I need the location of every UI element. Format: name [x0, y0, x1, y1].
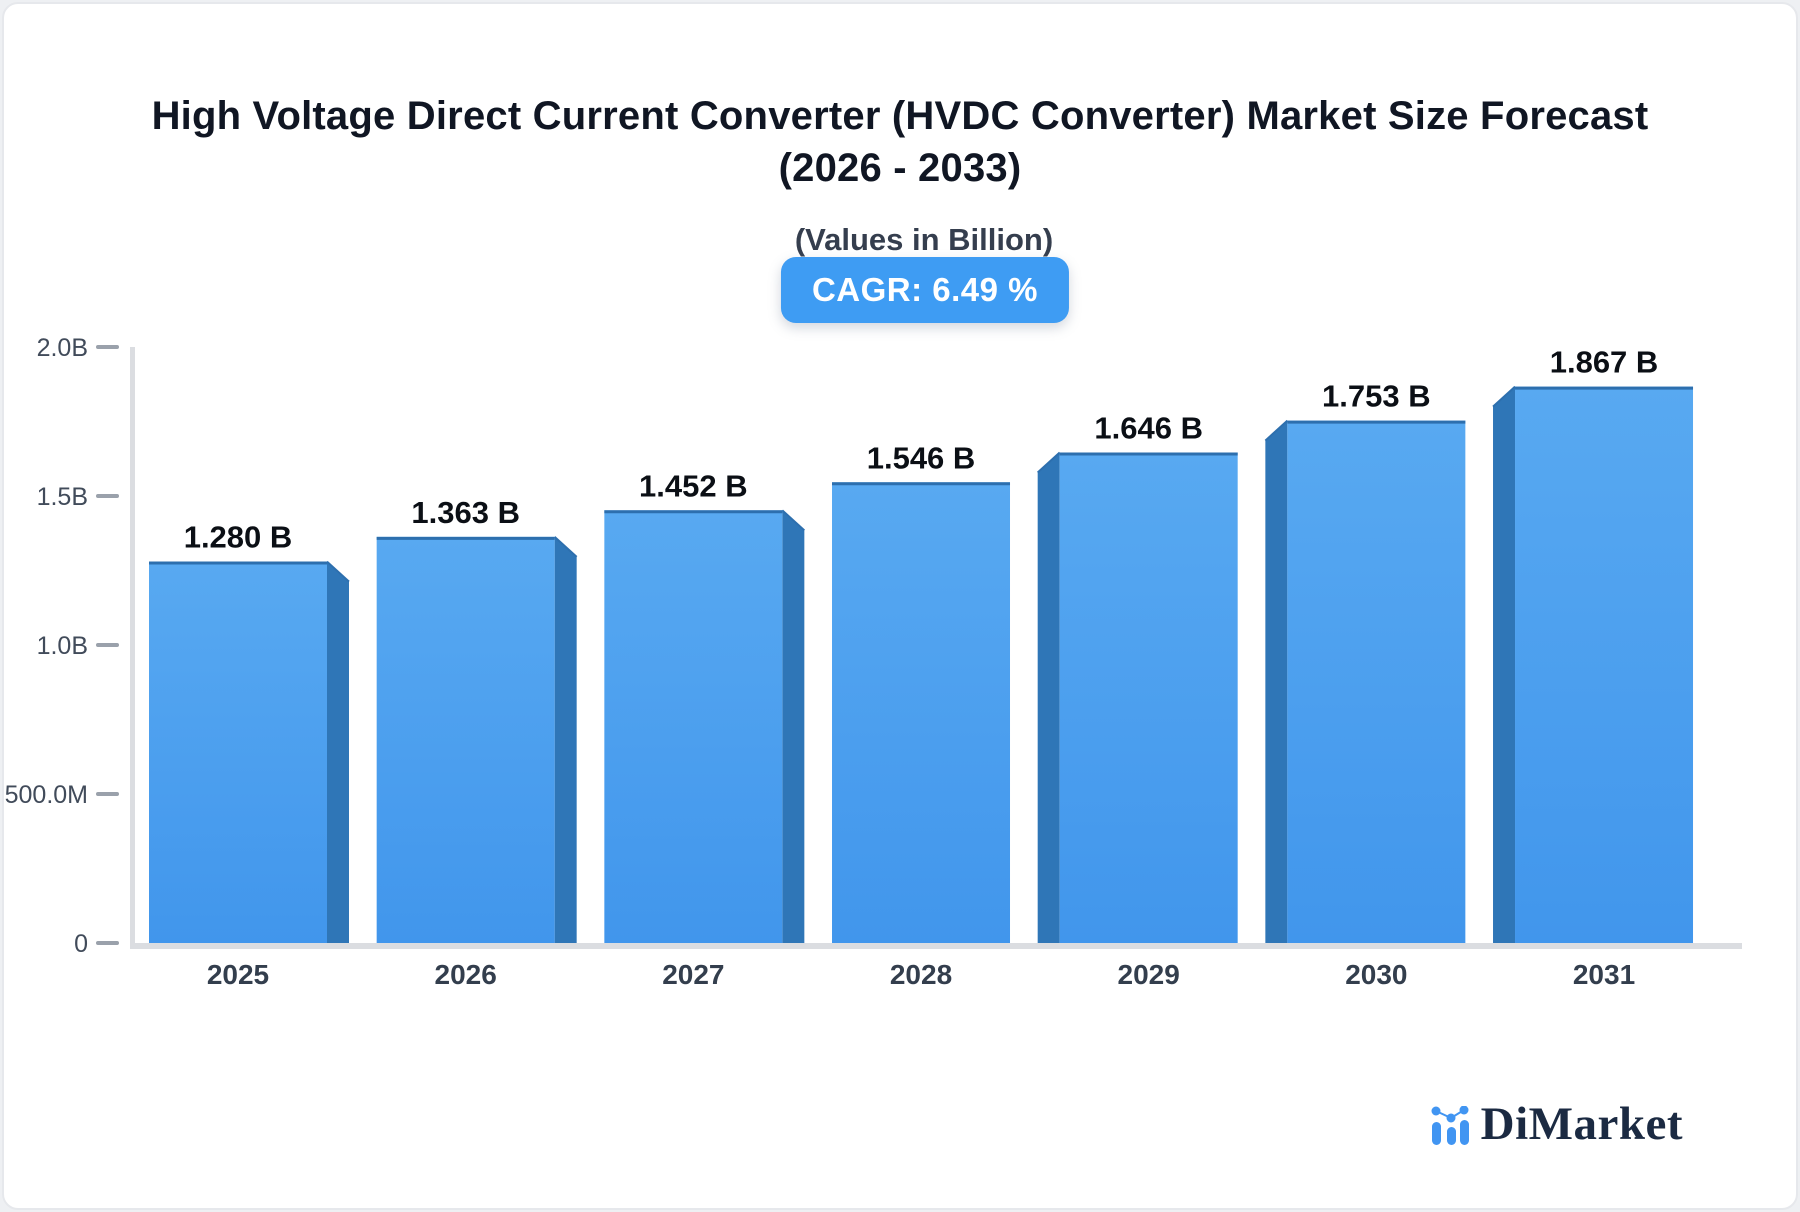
x-axis-label: 2027	[662, 959, 724, 990]
bar-value-label: 1.280 B	[184, 520, 293, 555]
bar-value-label: 1.452 B	[639, 468, 748, 503]
y-axis-label: 0	[74, 930, 88, 958]
chart-subtitle: (Values in Billion)	[794, 222, 1054, 257]
y-axis-label: 1.0B	[37, 632, 88, 660]
x-axis-label: 2028	[890, 959, 952, 990]
bar-side-face	[554, 536, 577, 943]
logo-dot	[1459, 1106, 1469, 1115]
bar-front-face	[832, 482, 1011, 943]
logo-bar	[1446, 1127, 1456, 1145]
bar-front-face	[604, 510, 783, 943]
bar-bevel-edge	[326, 560, 350, 583]
x-axis-label: 2030	[1345, 959, 1407, 990]
x-axis-label: 2026	[435, 959, 497, 990]
logo-text: DiMarket	[1480, 1098, 1683, 1150]
x-axis-label: 2025	[207, 959, 269, 990]
bar-side-face	[327, 561, 349, 943]
bar-side-face	[1037, 452, 1060, 943]
x-axis-label: 2031	[1573, 959, 1635, 990]
bar-2025	[149, 560, 350, 943]
bar-value-label: 1.867 B	[1550, 345, 1659, 380]
logo-bar	[1431, 1122, 1441, 1145]
bar-side-face	[1493, 386, 1516, 943]
y-axis-line	[130, 347, 135, 949]
bar-2029	[1037, 451, 1238, 943]
bar-2030	[1264, 419, 1466, 944]
x-axis-label: 2029	[1118, 959, 1180, 990]
x-axis-line	[130, 943, 1742, 949]
bar-value-label: 1.753 B	[1322, 379, 1431, 414]
bar-bevel-edge	[781, 509, 806, 532]
bar-front-face	[1059, 452, 1238, 943]
bar-chart-logo-icon	[1431, 1106, 1469, 1145]
y-axis-label: 500.0M	[5, 781, 88, 809]
logo-dot	[1446, 1113, 1456, 1123]
bar-value-label: 1.363 B	[411, 495, 520, 530]
bar-2026	[376, 536, 578, 943]
bar-bevel-edge	[553, 536, 578, 558]
bar-bevel-edge	[1037, 451, 1061, 474]
bar-2027	[604, 509, 806, 943]
bar-bevel-edge	[1492, 385, 1516, 408]
y-axis-label: 2.0B	[37, 334, 88, 362]
chart-title-line1: High Voltage Direct Current Converter (H…	[151, 94, 1649, 138]
bar-bevel-edge	[1264, 419, 1289, 442]
chart-title: High Voltage Direct Current Converter (H…	[0, 90, 1800, 194]
chart-title-line2: (2026 - 2033)	[778, 146, 1022, 190]
bar-side-face	[1265, 420, 1288, 944]
bar-value-label: 1.646 B	[1094, 410, 1203, 445]
logo-bar	[1459, 1120, 1469, 1145]
dimarket-logo: DiMarket	[1430, 1096, 1683, 1148]
bar-side-face	[782, 510, 805, 943]
cagr-badge: CAGR: 6.49 %	[780, 257, 1070, 323]
bar-front-face	[1515, 386, 1694, 943]
bar-front-face	[149, 561, 327, 943]
bar-front-face	[1287, 420, 1466, 944]
logo-dot	[1431, 1106, 1441, 1116]
bar-2031	[1492, 385, 1694, 943]
bar-value-label: 1.546 B	[867, 440, 976, 475]
y-axis-label: 1.5B	[37, 483, 88, 511]
bar-2028	[832, 482, 1011, 943]
bar-front-face	[376, 536, 555, 943]
